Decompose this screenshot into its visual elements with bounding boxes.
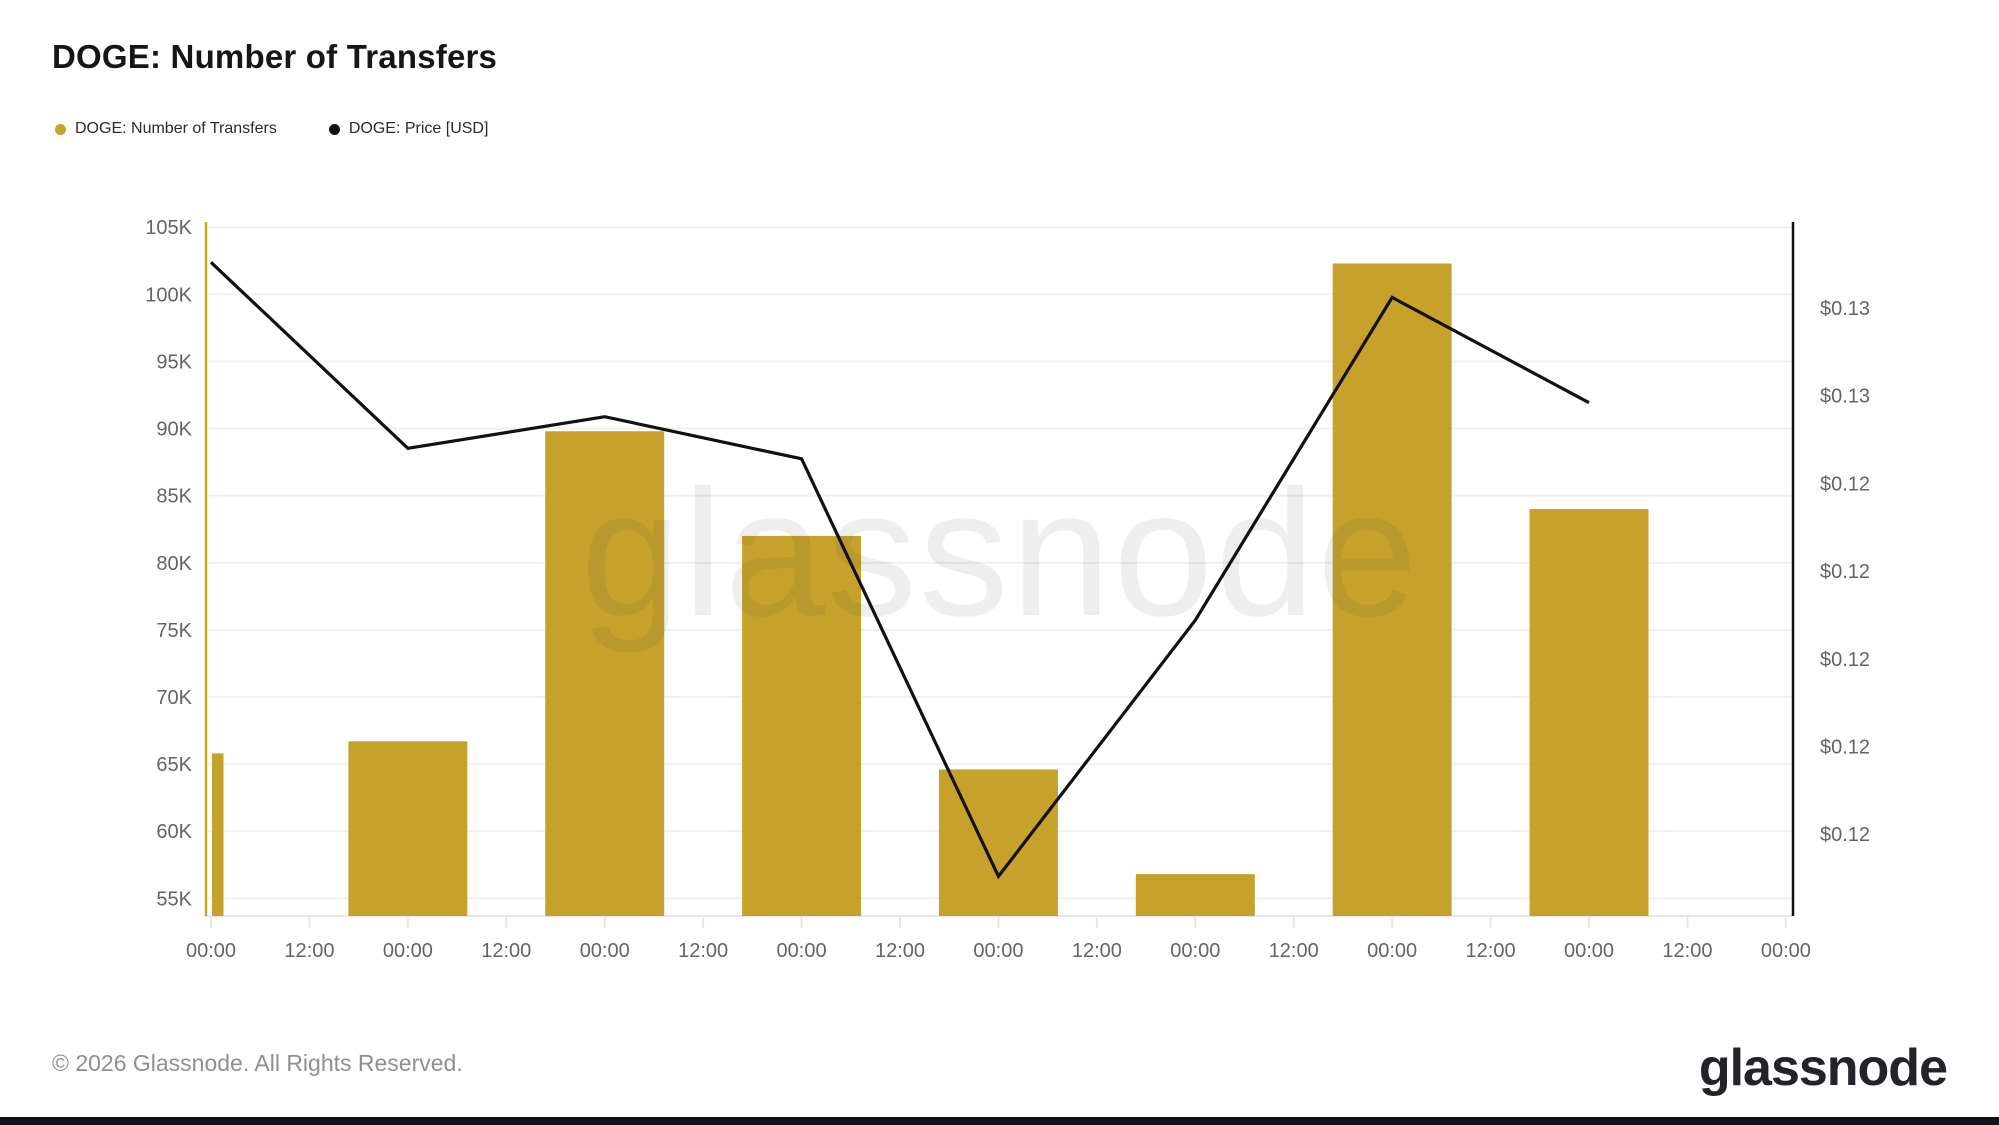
bar-doge-transfers[interactable] xyxy=(212,753,224,916)
svg-text:00:00: 00:00 xyxy=(1367,940,1417,962)
svg-text:12:00: 12:00 xyxy=(284,940,334,962)
svg-text:00:00: 00:00 xyxy=(1564,940,1614,962)
x-axis-labels: 00:00 12:00 00:00 12:00 00:00 12:00 00:00 12:00… xyxy=(186,940,1811,962)
svg-text:95K: 95K xyxy=(156,351,192,373)
svg-text:12:00: 12:00 xyxy=(875,940,925,962)
bar-doge-transfers[interactable] xyxy=(1135,874,1255,916)
legend-swatch-transfers-icon xyxy=(55,123,66,135)
bar-doge-transfers[interactable] xyxy=(348,741,468,916)
glassnode-watermark: glassnode xyxy=(581,453,1420,654)
svg-text:$0.12: $0.12 xyxy=(1820,649,1870,671)
svg-text:12:00: 12:00 xyxy=(481,940,531,962)
svg-text:12:00: 12:00 xyxy=(1269,940,1319,962)
svg-text:55K: 55K xyxy=(156,888,192,910)
svg-text:90K: 90K xyxy=(156,419,192,441)
price-line[interactable] xyxy=(209,261,1590,880)
bar-doge-transfers[interactable] xyxy=(1529,509,1649,916)
svg-text:12:00: 12:00 xyxy=(1072,940,1122,962)
svg-text:12:00: 12:00 xyxy=(678,940,728,962)
svg-text:$0.12: $0.12 xyxy=(1820,473,1870,495)
svg-text:105K: 105K xyxy=(145,217,192,239)
svg-text:00:00: 00:00 xyxy=(973,940,1023,962)
right-axis-labels: $0.13 $0.13 $0.12 $0.12 $0.12 $0.12 $0.12 xyxy=(1820,298,1870,846)
bottom-edge-bar xyxy=(0,1117,1999,1125)
svg-text:12:00: 12:00 xyxy=(1466,940,1516,962)
svg-text:00:00: 00:00 xyxy=(1761,940,1811,962)
svg-text:$0.13: $0.13 xyxy=(1820,298,1870,320)
bar-doge-transfers[interactable] xyxy=(1332,263,1452,916)
svg-text:80K: 80K xyxy=(156,553,192,575)
svg-text:$0.13: $0.13 xyxy=(1820,386,1870,408)
copyright-text: © 2026 Glassnode. All Rights Reserved. xyxy=(52,1050,463,1076)
svg-text:70K: 70K xyxy=(156,687,192,709)
bar-series xyxy=(212,263,1649,916)
legend-item-transfers[interactable]: DOGE: Number of Transfers xyxy=(55,120,277,138)
svg-text:$0.12: $0.12 xyxy=(1820,824,1870,846)
legend-swatch-price-icon xyxy=(328,123,340,135)
left-axis-labels: 105K 100K 95K 90K 85K 80K 75K 70K 65K 60K 55K xyxy=(145,217,192,910)
chart-title: DOGE: Number of Transfers xyxy=(52,38,498,75)
svg-text:100K: 100K xyxy=(145,284,192,306)
svg-text:00:00: 00:00 xyxy=(383,940,433,962)
legend: DOGE: Number of Transfers DOGE: Price [U… xyxy=(55,120,488,138)
svg-text:12:00: 12:00 xyxy=(1662,940,1712,962)
svg-text:75K: 75K xyxy=(156,620,192,642)
svg-text:$0.12: $0.12 xyxy=(1820,737,1870,759)
bar-doge-transfers[interactable] xyxy=(545,431,665,916)
svg-text:00:00: 00:00 xyxy=(1170,940,1220,962)
legend-item-price[interactable]: DOGE: Price [USD] xyxy=(328,120,489,138)
bar-doge-transfers[interactable] xyxy=(742,535,862,916)
glassnode-logo: glassnode xyxy=(1698,1039,1948,1097)
svg-text:85K: 85K xyxy=(156,486,192,508)
svg-text:00:00: 00:00 xyxy=(777,940,827,962)
svg-text:65K: 65K xyxy=(156,754,192,776)
svg-text:$0.12: $0.12 xyxy=(1820,561,1870,583)
legend-label-transfers: DOGE: Number of Transfers xyxy=(75,120,277,137)
legend-label-price: DOGE: Price [USD] xyxy=(348,120,489,137)
svg-text:00:00: 00:00 xyxy=(580,940,630,962)
svg-text:00:00: 00:00 xyxy=(186,940,236,962)
svg-text:60K: 60K xyxy=(156,821,192,843)
